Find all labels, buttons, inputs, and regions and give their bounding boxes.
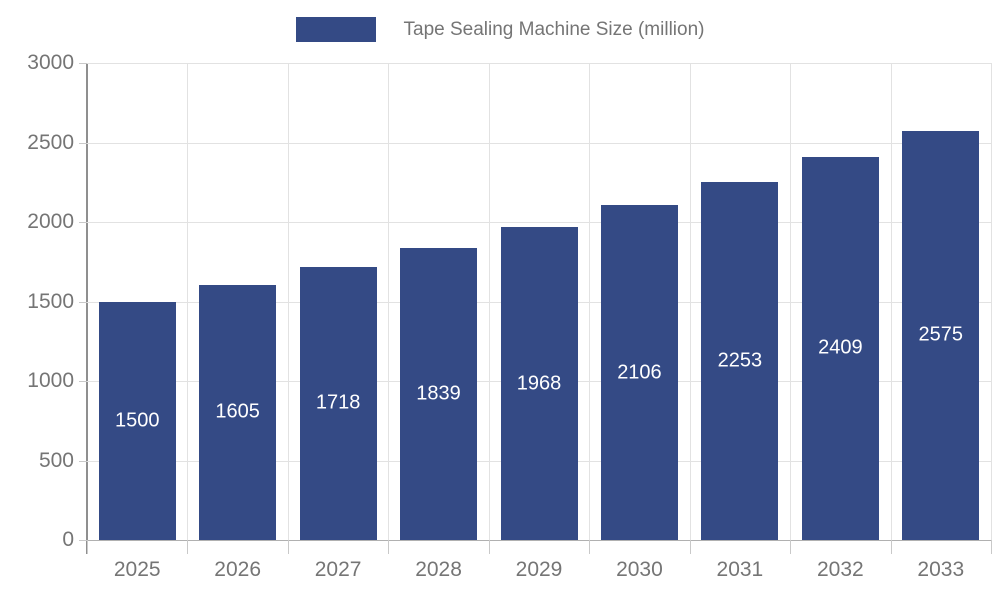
bar[interactable]: 2575 <box>902 130 980 540</box>
gridline-v <box>890 63 892 540</box>
x-axis-tick <box>287 540 289 554</box>
x-axis-label: 2027 <box>314 558 362 581</box>
y-axis-label: 500 <box>38 448 74 472</box>
bar[interactable]: 2106 <box>600 205 678 540</box>
bar[interactable]: 1500 <box>98 301 176 540</box>
bar[interactable]: 2409 <box>801 156 879 540</box>
bar-value-label: 1605 <box>215 400 260 423</box>
gridline-v <box>488 63 490 540</box>
gridline-v <box>287 63 289 540</box>
x-axis-label: 2026 <box>214 558 262 581</box>
y-axis-label: 1500 <box>27 289 74 313</box>
bar[interactable]: 1839 <box>400 247 478 540</box>
y-axis-tick <box>79 381 87 382</box>
bar-value-label: 1500 <box>114 409 160 432</box>
x-axis-label: 2031 <box>716 558 764 581</box>
y-axis-label: 2000 <box>27 210 74 233</box>
x-axis-tick <box>388 540 390 554</box>
y-axis-line <box>86 63 88 554</box>
legend[interactable]: Tape Sealing Machine Size (million) <box>0 17 1000 42</box>
bar[interactable]: 1718 <box>299 266 377 540</box>
legend-label: Tape Sealing Machine Size (million) <box>403 18 705 40</box>
bar-value-label: 1968 <box>516 372 562 395</box>
x-axis-label: 2032 <box>816 558 864 581</box>
gridline-v <box>689 63 691 540</box>
gridline-v <box>589 63 591 540</box>
bar-value-label: 2253 <box>717 349 763 372</box>
gridline-v <box>388 63 390 540</box>
x-axis-label: 2033 <box>917 558 965 581</box>
x-axis-tick <box>488 540 490 554</box>
y-axis-label: 3000 <box>27 51 74 74</box>
y-axis-tick <box>79 540 87 541</box>
x-axis-tick <box>187 540 189 554</box>
bar-value-label: 2409 <box>818 336 863 359</box>
y-axis-tick <box>79 142 87 144</box>
legend-swatch <box>295 17 376 42</box>
bar-value-label: 2575 <box>918 323 964 346</box>
x-axis-tick <box>890 540 892 554</box>
y-axis-tick <box>79 460 87 462</box>
plot-area: 0 500 1000 1500 2000 2500 3000 2025 2026 2027 2028… <box>27 51 992 581</box>
gridline-h <box>87 222 991 223</box>
x-axis-label: 2030 <box>616 558 663 581</box>
gridline-h <box>87 540 991 541</box>
x-axis-tick <box>589 540 591 554</box>
gridline-h <box>87 142 991 144</box>
gridline-h <box>87 63 991 64</box>
y-axis-label: 0 <box>62 528 74 551</box>
y-axis-tick <box>79 301 87 303</box>
bar[interactable]: 1605 <box>199 284 277 540</box>
y-axis-label: 1000 <box>27 369 74 392</box>
y-axis-tick <box>79 63 87 64</box>
x-axis-tick <box>991 540 992 554</box>
bar-value-label: 1839 <box>416 382 461 405</box>
y-axis-tick <box>79 222 87 223</box>
bar-value-label: 1718 <box>315 391 361 414</box>
x-axis-tick <box>689 540 691 554</box>
x-axis-label: 2025 <box>113 558 161 581</box>
bar-value-label: 2106 <box>617 361 662 384</box>
gridline-v <box>991 63 992 540</box>
x-axis-tick <box>87 540 88 554</box>
x-axis-tick <box>790 540 792 554</box>
bar[interactable]: 2253 <box>701 181 779 540</box>
x-axis-label: 2029 <box>515 558 563 581</box>
gridline-v <box>187 63 189 540</box>
bar[interactable]: 1968 <box>500 227 578 540</box>
y-axis-label: 2500 <box>27 130 74 154</box>
x-axis-label: 2028 <box>415 558 462 581</box>
gridline-v <box>790 63 792 540</box>
